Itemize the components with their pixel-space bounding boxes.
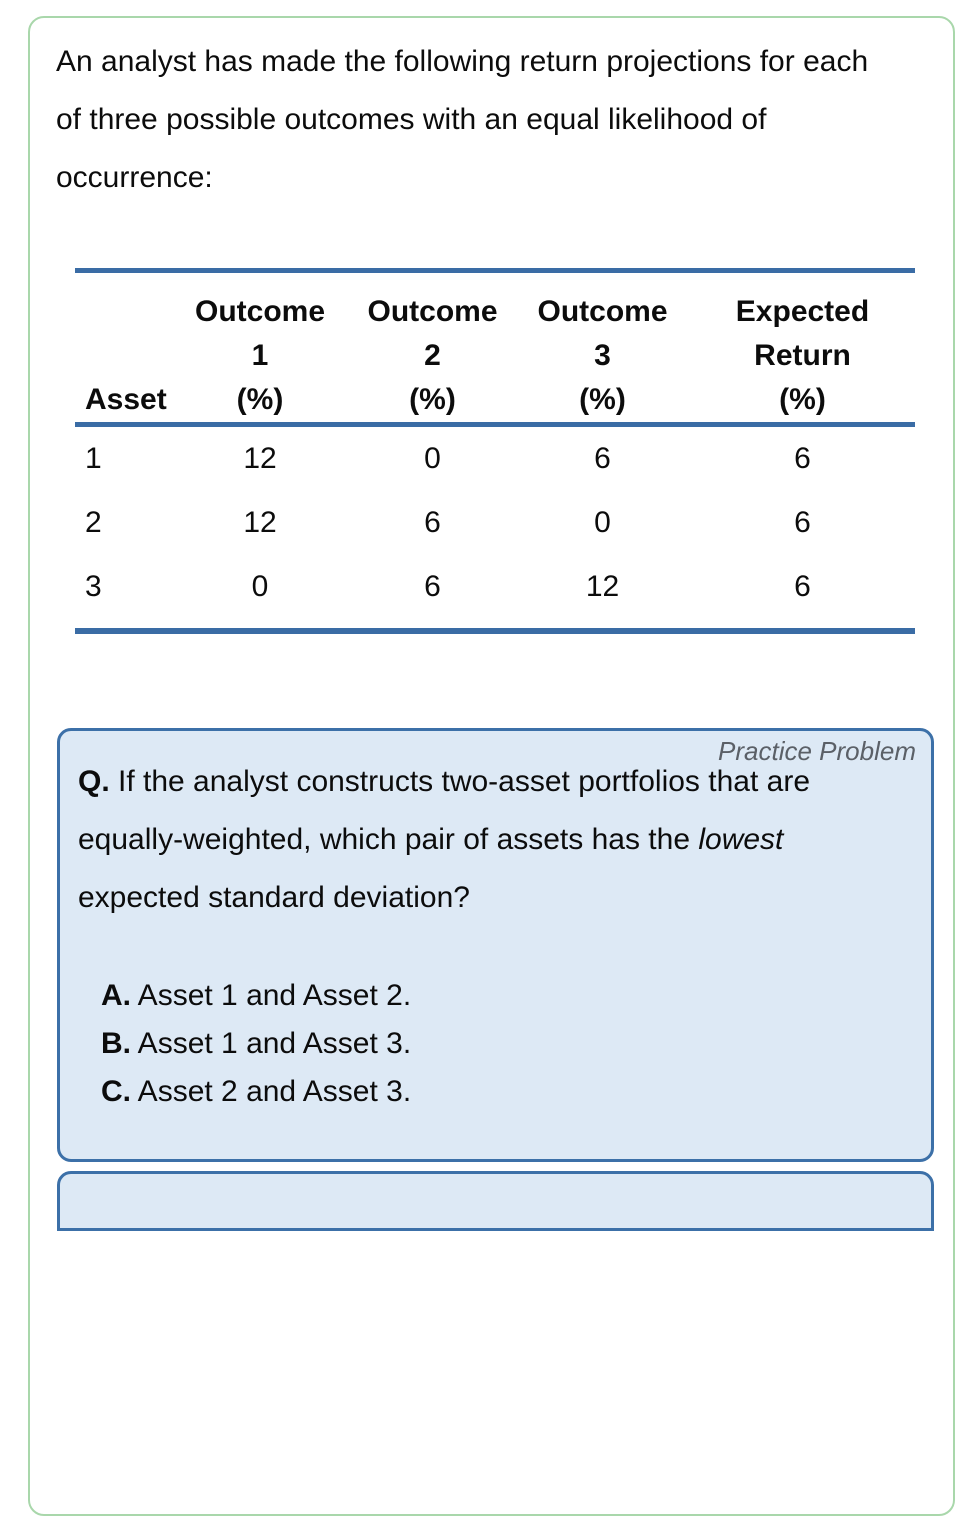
option-letter: C. — [101, 1075, 131, 1108]
option-letter: B. — [101, 1027, 131, 1060]
question-body: If the analyst constructs two-asset port… — [78, 765, 810, 856]
table-header-row: Asset Outcome 1 (%) Outcome 2 (%) Outcom… — [75, 273, 915, 422]
header-line: Asset — [85, 383, 167, 416]
answer-option-a[interactable]: A. Asset 1 and Asset 2. — [101, 972, 411, 1020]
table-rule-bottom — [75, 628, 915, 634]
question-text: Q. If the analyst constructs two-asset p… — [78, 753, 868, 927]
answer-option-c[interactable]: C. Asset 2 and Asset 3. — [101, 1068, 411, 1116]
table-cell: 12 — [243, 442, 277, 475]
table-header-expected-return: Expected Return (%) — [690, 290, 915, 422]
answer-options: A. Asset 1 and Asset 2. B. Asset 1 and A… — [101, 972, 411, 1116]
table-cell: 0 — [251, 570, 269, 603]
header-line: 3 — [594, 339, 611, 372]
content-card: An analyst has made the following return… — [28, 16, 955, 1516]
header-line: Outcome — [194, 295, 326, 328]
header-line: Return — [754, 339, 851, 372]
table-header-asset: Asset — [75, 378, 170, 422]
table-header-outcome-3: Outcome 3 (%) — [515, 290, 690, 422]
table-rule-middle — [75, 422, 915, 427]
header-line: (%) — [409, 383, 456, 416]
table-row: 2 12 6 0 6 — [75, 491, 915, 555]
answer-option-b[interactable]: B. Asset 1 and Asset 3. — [101, 1020, 411, 1068]
header-line: 2 — [424, 339, 441, 372]
table-cell: 6 — [794, 442, 811, 475]
table-cell: 12 — [243, 506, 277, 539]
table-header-outcome-2: Outcome 2 (%) — [350, 290, 515, 422]
intro-paragraph: An analyst has made the following return… — [56, 45, 869, 194]
question-emphasis: lowest — [698, 823, 784, 856]
option-text: Asset 1 and Asset 3. — [131, 1027, 412, 1060]
table-cell: 6 — [594, 442, 611, 475]
header-line: Outcome — [367, 295, 498, 328]
table-cell: 12 — [585, 570, 620, 603]
option-letter: A. — [101, 979, 131, 1012]
table-rule-top — [75, 268, 915, 273]
table-cell: 6 — [424, 570, 441, 603]
table-cell: 6 — [794, 506, 811, 539]
returns-table: Asset Outcome 1 (%) Outcome 2 (%) Outcom… — [75, 268, 915, 634]
table-cell-asset: 3 — [85, 570, 102, 603]
option-text: Asset 1 and Asset 2. — [131, 979, 412, 1012]
question-prefix: Q. — [78, 765, 110, 798]
table-cell: 6 — [794, 570, 811, 603]
practice-problem-box: Practice Problem Q. If the analyst const… — [57, 728, 934, 1162]
header-line: (%) — [236, 383, 284, 416]
next-practice-problem-box — [57, 1171, 934, 1231]
table-cell: 6 — [424, 506, 441, 539]
header-line: (%) — [579, 383, 626, 416]
table-cell: 0 — [424, 442, 441, 475]
table-spacer — [75, 619, 915, 628]
table-header-outcome-1: Outcome 1 (%) — [170, 290, 350, 422]
table-row: 1 12 0 6 6 — [75, 427, 915, 491]
header-line: (%) — [779, 383, 826, 416]
practice-problem-label: Practice Problem — [718, 736, 916, 766]
table-cell-asset: 2 — [85, 506, 102, 539]
question-body-end: expected standard deviation? — [78, 881, 470, 914]
table-row: 3 0 6 12 6 — [75, 555, 915, 619]
table-cell-asset: 1 — [85, 442, 102, 475]
table-cell: 0 — [594, 506, 611, 539]
header-line: 1 — [251, 339, 269, 372]
header-line: Expected — [735, 295, 870, 328]
option-text: Asset 2 and Asset 3. — [131, 1075, 412, 1108]
header-line: Outcome — [537, 295, 668, 328]
